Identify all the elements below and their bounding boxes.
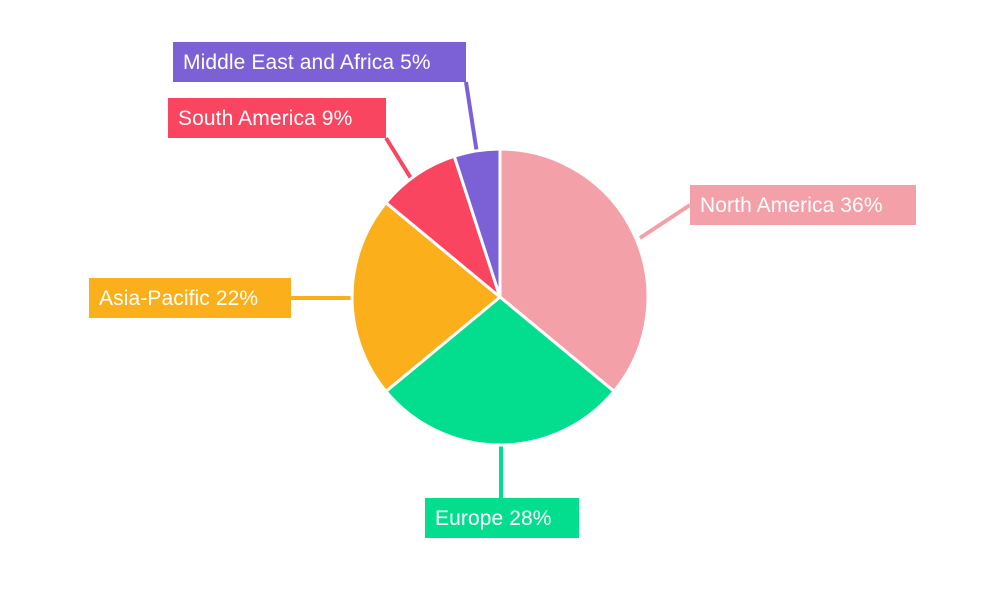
pie-label-europe[interactable]: Europe 28% <box>425 498 579 538</box>
pie-label-text: North America 36% <box>700 193 883 217</box>
pie-label-middle-east-and-africa[interactable]: Middle East and Africa 5% <box>173 42 466 82</box>
pie-label-text: Asia-Pacific 22% <box>99 286 259 310</box>
pie-label-asia-pacific[interactable]: Asia-Pacific 22% <box>89 278 291 318</box>
pie-slice-middle-east-and-africa[interactable] <box>452 147 502 299</box>
pie-label-text: Europe 28% <box>435 506 552 530</box>
pie-slice-europe[interactable] <box>384 295 616 447</box>
pie-label-south-america[interactable]: South America 9% <box>168 98 386 138</box>
pie-slice-north-america[interactable] <box>498 147 650 393</box>
pie-label-text: Middle East and Africa 5% <box>183 50 431 74</box>
pie-label-text: South America 9% <box>178 106 353 130</box>
pie-slice-south-america[interactable] <box>384 154 502 299</box>
pie-label-north-america[interactable]: North America 36% <box>690 185 916 225</box>
pie-wedges-group <box>350 147 650 447</box>
leader-line-middle-east-and-africa <box>464 81 480 161</box>
leader-line-north-america <box>638 203 692 240</box>
pie-slice-asia-pacific[interactable] <box>350 201 502 393</box>
